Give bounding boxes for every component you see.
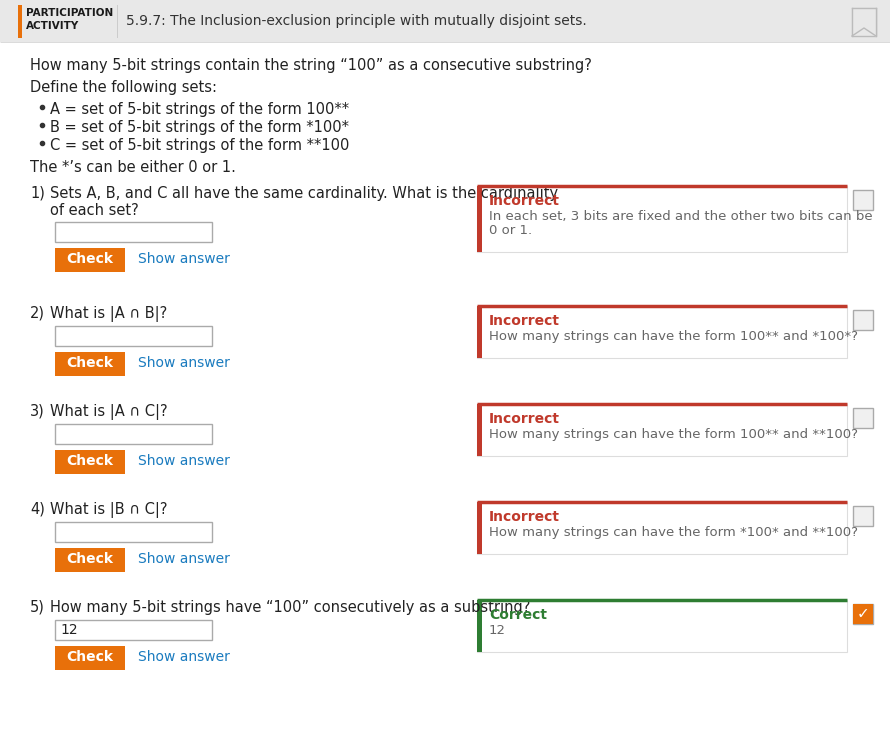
Bar <box>55 352 125 376</box>
Text: Show answer: Show answer <box>138 552 230 566</box>
Bar <box>55 222 212 242</box>
Bar <box>477 600 482 652</box>
Text: How many strings can have the form *100* and **100?: How many strings can have the form *100*… <box>489 526 858 539</box>
Bar <box>853 310 873 330</box>
Text: 2): 2) <box>30 306 45 321</box>
Text: of each set?: of each set? <box>50 203 139 218</box>
Bar <box>18 5 22 38</box>
Text: Check: Check <box>67 454 114 468</box>
Text: 3): 3) <box>30 404 44 419</box>
Bar <box>0 0 890 42</box>
Bar <box>55 522 212 542</box>
Bar <box>853 506 873 526</box>
Text: Check: Check <box>67 356 114 370</box>
Bar <box>853 604 873 624</box>
Text: How many 5-bit strings have “100” consecutively as a substring?: How many 5-bit strings have “100” consec… <box>50 600 530 615</box>
Bar <box>477 600 847 652</box>
Text: 4): 4) <box>30 502 44 517</box>
Bar <box>55 646 125 670</box>
Text: Show answer: Show answer <box>138 356 230 370</box>
Text: The *’s can be either 0 or 1.: The *’s can be either 0 or 1. <box>30 160 236 175</box>
Text: Check: Check <box>67 252 114 266</box>
Bar <box>55 450 125 474</box>
Bar <box>853 190 873 210</box>
Bar <box>55 326 212 346</box>
Text: ✓: ✓ <box>857 606 870 621</box>
Bar <box>477 404 847 456</box>
Text: Show answer: Show answer <box>138 454 230 468</box>
Text: 12: 12 <box>489 624 506 637</box>
Text: How many 5-bit strings contain the string “100” as a consecutive substring?: How many 5-bit strings contain the strin… <box>30 58 592 73</box>
Bar <box>55 424 212 444</box>
Bar <box>55 548 125 572</box>
Text: Show answer: Show answer <box>138 252 230 266</box>
Text: How many strings can have the form 100** and **100?: How many strings can have the form 100**… <box>489 428 858 441</box>
Text: What is |A ∩ C|?: What is |A ∩ C|? <box>50 404 167 420</box>
Bar <box>477 404 482 456</box>
Text: Show answer: Show answer <box>138 650 230 664</box>
Text: 0 or 1.: 0 or 1. <box>489 224 532 237</box>
Text: What is |B ∩ C|?: What is |B ∩ C|? <box>50 502 167 518</box>
Text: 5): 5) <box>30 600 44 615</box>
Polygon shape <box>852 8 876 36</box>
Text: Check: Check <box>67 552 114 566</box>
Text: What is |A ∩ B|?: What is |A ∩ B|? <box>50 306 167 322</box>
Bar <box>853 408 873 428</box>
Bar <box>477 502 847 554</box>
Text: Incorrect: Incorrect <box>489 314 560 328</box>
Text: Incorrect: Incorrect <box>489 412 560 426</box>
Text: Incorrect: Incorrect <box>489 510 560 524</box>
Bar <box>477 502 482 554</box>
Bar <box>477 186 847 252</box>
Bar <box>853 604 873 624</box>
Bar <box>117 5 118 38</box>
Bar <box>55 248 125 272</box>
Text: 12: 12 <box>60 623 77 637</box>
Bar <box>477 306 847 358</box>
Bar <box>55 620 212 640</box>
Text: C = set of 5-bit strings of the form **100: C = set of 5-bit strings of the form **1… <box>50 138 350 153</box>
Text: PARTICIPATION: PARTICIPATION <box>26 8 113 18</box>
Bar <box>852 8 876 36</box>
Text: 1): 1) <box>30 186 44 201</box>
Text: 5.9.7: The Inclusion-exclusion principle with mutually disjoint sets.: 5.9.7: The Inclusion-exclusion principle… <box>126 14 587 28</box>
Text: Define the following sets:: Define the following sets: <box>30 80 217 95</box>
Text: How many strings can have the form 100** and *100*?: How many strings can have the form 100**… <box>489 330 858 343</box>
Bar <box>477 306 482 358</box>
Text: B = set of 5-bit strings of the form *100*: B = set of 5-bit strings of the form *10… <box>50 120 349 135</box>
Text: Incorrect: Incorrect <box>489 194 560 208</box>
Text: Check: Check <box>67 650 114 664</box>
Text: Sets A, B, and C all have the same cardinality. What is the cardinality: Sets A, B, and C all have the same cardi… <box>50 186 558 201</box>
Text: A = set of 5-bit strings of the form 100**: A = set of 5-bit strings of the form 100… <box>50 102 349 117</box>
Text: ACTIVITY: ACTIVITY <box>26 21 79 31</box>
Bar <box>477 186 482 252</box>
Text: In each set, 3 bits are fixed and the other two bits can be: In each set, 3 bits are fixed and the ot… <box>489 210 872 223</box>
Text: Correct: Correct <box>489 608 547 622</box>
